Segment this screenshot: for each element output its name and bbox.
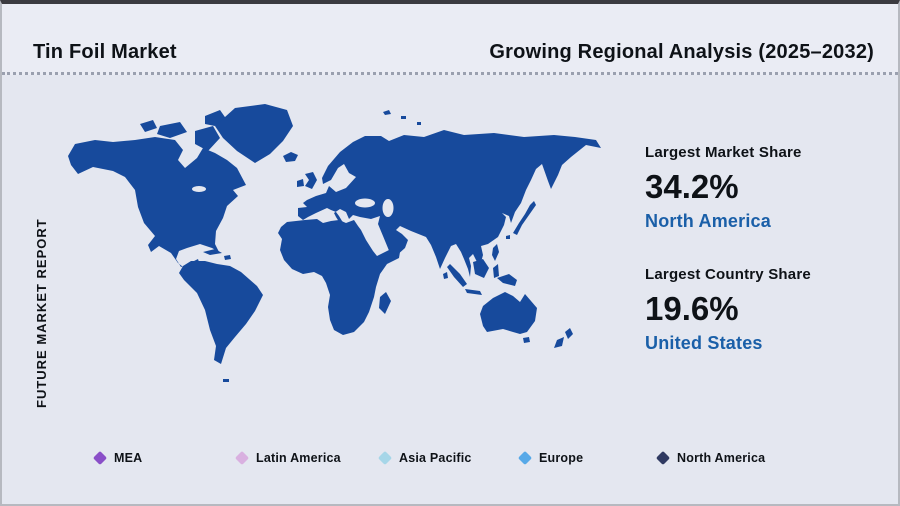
vertical-watermark: FUTURE MARKET REPORT [34,218,49,408]
map-arctic-islands [140,110,227,151]
map-caspian-sea [382,199,394,217]
map-great-lakes [192,186,206,192]
world-map [68,104,601,382]
legend-dot-icon [517,450,533,466]
stat-region: North America [645,211,771,231]
map-eurasia [298,130,601,277]
stat-label: Largest Country Share [645,266,811,283]
stat-label: Largest Market Share [645,144,802,161]
map-greenland [215,104,293,163]
legend-dot-icon [92,450,108,466]
map-africa [278,219,400,335]
map-new-zealand [554,328,573,348]
page-title: Tin Foil Market [33,41,177,63]
header-bar: Tin Foil Market Growing Regional Analysi… [2,4,898,75]
map-madagascar [379,292,391,314]
stat-value: 34.2% [645,168,739,205]
map-black-sea [355,198,375,208]
legend-dot-icon [377,450,393,466]
stat-value: 19.6% [645,290,739,327]
legend-item-latin-america: Latin America [234,450,341,466]
legend-label: MEA [114,451,143,465]
map-philippines [492,244,499,261]
legend-item-mea: MEA [92,450,143,466]
map-indonesia [447,259,517,295]
page-subtitle: Growing Regional Analysis (2025–2032) [489,41,874,63]
stat-block-country-share: Largest Country Share 19.6% United State… [645,266,895,354]
map-iceland [283,152,298,162]
legend-label: North America [677,451,766,465]
legend-label: Asia Pacific [399,451,472,465]
stat-block-market-share: Largest Market Share 34.2% North America [645,144,895,232]
map-caribbean [203,249,231,260]
map-british-isles [297,172,317,189]
stat-region: United States [645,333,763,353]
map-svalbard [383,110,421,125]
map-taiwan [506,235,510,239]
map-japan [513,201,536,235]
legend-dot-icon [234,450,250,466]
legend-item-north-america: North America [655,450,766,466]
map-tasmania [523,337,530,343]
legend-label: Europe [539,451,584,465]
map-north-america [68,137,246,301]
map-south-america [179,261,263,382]
map-sri-lanka [443,272,448,279]
legend-item-europe: Europe [517,450,584,466]
legend-item-asia-pacific: Asia Pacific [377,450,472,466]
map-australia [480,292,537,334]
legend-dot-icon [655,450,671,466]
legend-label: Latin America [256,451,341,465]
